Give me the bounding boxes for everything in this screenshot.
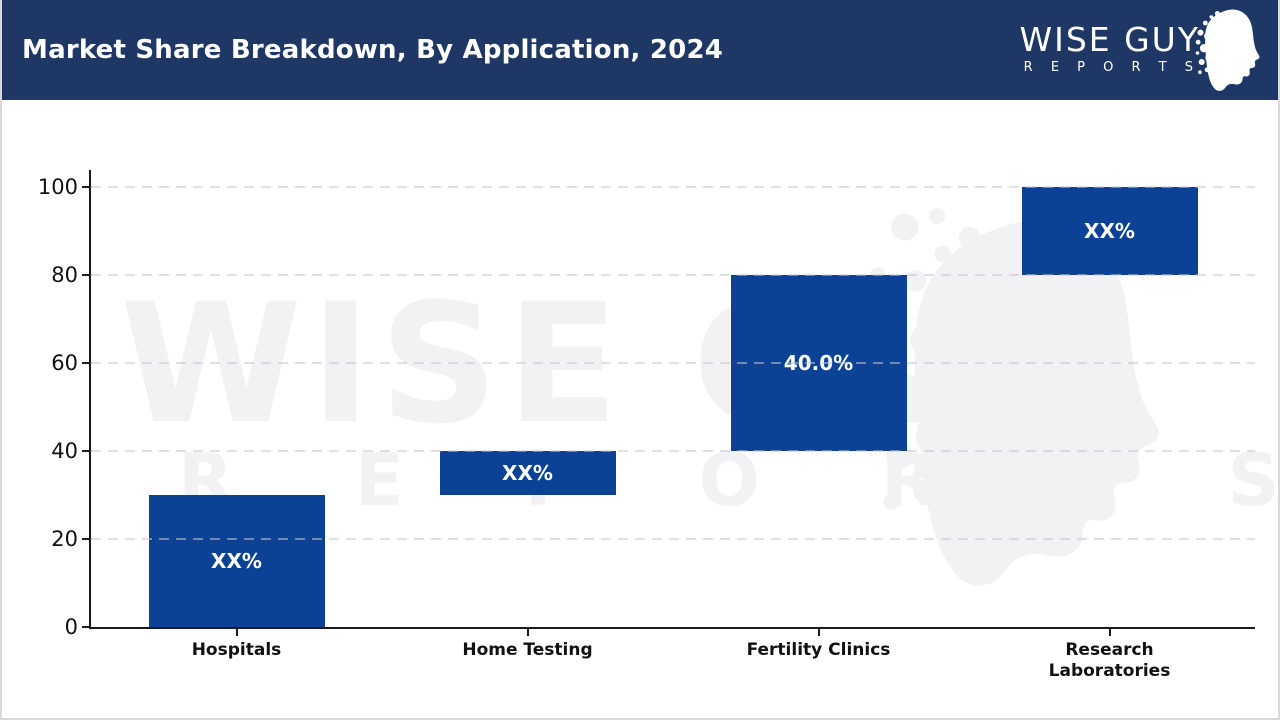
bar-home-testing: XX% xyxy=(439,451,616,495)
y-tick-0 xyxy=(82,626,91,628)
gridline-80 xyxy=(91,274,1255,276)
x-tick-label-home-testing: Home Testing xyxy=(462,640,593,660)
bar-research-laboratories: XX% xyxy=(1021,187,1198,275)
gridline-100 xyxy=(91,186,1255,188)
y-tick-100 xyxy=(82,186,91,188)
y-tick-label-0: 0 xyxy=(64,615,78,639)
chart-title: Market Share Breakdown, By Application, … xyxy=(22,35,724,65)
bar-hospitals: XX% xyxy=(148,495,325,627)
logo-subtext: R E P O R T S xyxy=(1023,60,1200,75)
y-tick-20 xyxy=(82,538,91,540)
y-tick-label-60: 60 xyxy=(51,351,78,375)
y-tick-label-40: 40 xyxy=(51,439,78,463)
chart-area: WISE GUY R E P O R T S 0 20 40 60 80 100 XX% Ho… xyxy=(2,100,1278,718)
gridline-20 xyxy=(91,538,1255,540)
x-axis-spine xyxy=(89,627,1255,629)
y-tick-label-80: 80 xyxy=(51,263,78,287)
wiseguy-logo: WISE GUY R E P O R T S xyxy=(1019,5,1264,95)
y-tick-40 xyxy=(82,450,91,452)
logo-text: WISE GUY R E P O R T S xyxy=(1019,23,1200,77)
logo-face-icon xyxy=(1194,5,1264,95)
x-tick-label-research-laboratories: Research Laboratories xyxy=(1048,640,1171,681)
x-tick-label-fertility-clinics: Fertility Clinics xyxy=(746,640,891,660)
header: Market Share Breakdown, By Application, … xyxy=(2,0,1278,100)
x-tick-research-laboratories xyxy=(1108,627,1111,636)
x-tick-fertility-clinics xyxy=(817,627,820,636)
x-tick-hospitals xyxy=(235,627,238,636)
bar-value-label-home-testing: XX% xyxy=(502,461,553,485)
logo-wordmark: WISE GUY xyxy=(1019,20,1200,59)
bar-value-label-research-laboratories: XX% xyxy=(1084,219,1135,243)
bar-value-label-hospitals: XX% xyxy=(211,549,262,573)
y-axis-spine xyxy=(89,170,91,629)
y-tick-label-100: 100 xyxy=(37,175,78,199)
x-tick-home-testing xyxy=(526,627,529,636)
y-tick-label-20: 20 xyxy=(51,527,78,551)
x-tick-label-hospitals: Hospitals xyxy=(191,640,282,660)
y-tick-60 xyxy=(82,362,91,364)
gridline-40 xyxy=(91,450,1255,452)
gridline-60 xyxy=(91,362,1255,364)
y-tick-80 xyxy=(82,274,91,276)
